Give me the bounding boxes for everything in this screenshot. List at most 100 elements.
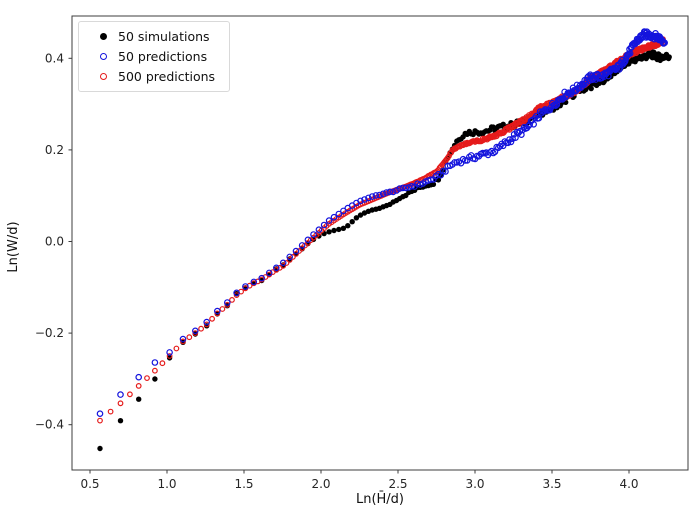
legend-item: 50 simulations — [88, 27, 215, 46]
data-point — [618, 59, 625, 67]
x-tick-label: 2.0 — [311, 477, 330, 491]
data-point — [292, 247, 300, 255]
y-tick-label: 0.4 — [45, 51, 64, 65]
data-point — [250, 278, 258, 286]
data-point — [152, 376, 158, 382]
data-point — [229, 297, 235, 303]
data-point — [293, 250, 299, 257]
data-point — [357, 212, 364, 218]
data-point — [179, 335, 187, 343]
data-point — [280, 262, 287, 269]
data-point — [365, 194, 372, 202]
x-tick-label: 1.5 — [234, 477, 253, 491]
x-tick-label: 3.5 — [542, 477, 561, 491]
filled-circle-icon — [99, 33, 107, 40]
series-500-predictions — [97, 36, 666, 424]
data-point — [376, 191, 383, 199]
data-point — [117, 400, 124, 407]
data-point — [661, 39, 669, 47]
data-point — [214, 307, 221, 315]
data-point — [553, 101, 561, 109]
data-point — [233, 289, 240, 297]
data-point — [198, 325, 205, 332]
data-point — [126, 391, 133, 398]
legend-item: 50 predictions — [88, 47, 215, 66]
data-point — [335, 210, 343, 218]
y-axis-label: Ln(W/d) — [6, 221, 21, 272]
data-point — [290, 253, 296, 260]
data-point — [552, 102, 560, 110]
data-point — [265, 269, 273, 277]
x-tick-label: 1.0 — [157, 477, 176, 491]
legend-marker-cell — [88, 53, 118, 60]
data-point — [173, 345, 180, 352]
data-point — [279, 259, 287, 267]
data-point — [389, 188, 397, 196]
x-axis-label: Ln(H̄/d) — [356, 492, 404, 507]
data-point — [336, 226, 342, 233]
data-point — [325, 217, 333, 224]
open-circle-icon — [99, 53, 107, 60]
legend-label: 500 predictions — [118, 69, 216, 84]
data-point — [209, 315, 216, 322]
data-point — [151, 359, 159, 366]
data-point — [383, 189, 390, 196]
y-tick-label: −0.4 — [35, 418, 64, 432]
open-circle-icon — [99, 73, 107, 80]
data-point — [451, 159, 458, 166]
data-point — [488, 147, 495, 155]
data-point — [219, 306, 226, 312]
data-point — [97, 445, 103, 452]
y-tick-label: 0.2 — [45, 143, 64, 157]
data-point — [427, 176, 435, 184]
data-point — [666, 54, 672, 60]
series-50-predictions — [96, 28, 669, 418]
data-point — [402, 184, 410, 192]
x-tick-label: 0.5 — [80, 477, 99, 491]
data-point — [331, 227, 337, 234]
y-tick-label: 0.0 — [45, 235, 64, 249]
data-point — [135, 383, 142, 389]
data-point — [298, 242, 306, 249]
data-point — [396, 185, 403, 192]
data-point — [588, 85, 594, 92]
data-point — [507, 138, 515, 146]
data-point — [526, 121, 534, 129]
legend: 50 simulations 50 predictions 500 predic… — [78, 21, 231, 92]
data-point — [353, 215, 360, 221]
data-point — [310, 231, 317, 238]
x-axis-ticks: 0.5 1.0 1.5 2.0 2.5 3.0 3.5 4.0 — [80, 470, 639, 491]
data-point — [97, 417, 103, 424]
legend-marker-cell — [88, 73, 118, 80]
data-point — [186, 334, 193, 341]
data-point — [349, 219, 355, 225]
data-point — [340, 225, 347, 231]
data-point — [345, 223, 351, 229]
data-point — [320, 221, 328, 229]
data-point — [117, 391, 124, 398]
data-point — [500, 121, 506, 128]
legend-marker-cell — [88, 33, 118, 40]
data-point — [530, 121, 538, 128]
data-point — [286, 257, 293, 263]
data-point — [357, 197, 364, 205]
legend-label: 50 predictions — [118, 49, 208, 64]
series-50-simulations — [97, 49, 672, 452]
data-point — [166, 353, 173, 359]
data-point — [286, 253, 294, 261]
y-tick-label: −0.2 — [35, 326, 64, 340]
data-point — [96, 410, 104, 418]
data-point — [203, 318, 211, 326]
data-point — [242, 283, 249, 290]
y-axis-ticks: −0.4 −0.2 0.0 0.2 0.4 — [35, 51, 72, 432]
legend-item: 500 predictions — [88, 67, 215, 86]
data-point — [144, 375, 150, 382]
data-point — [504, 139, 512, 147]
data-point — [166, 349, 173, 356]
data-point — [224, 299, 231, 306]
data-point — [361, 196, 368, 203]
data-point — [326, 229, 332, 235]
legend-label: 50 simulations — [118, 29, 210, 44]
data-point — [151, 367, 158, 374]
